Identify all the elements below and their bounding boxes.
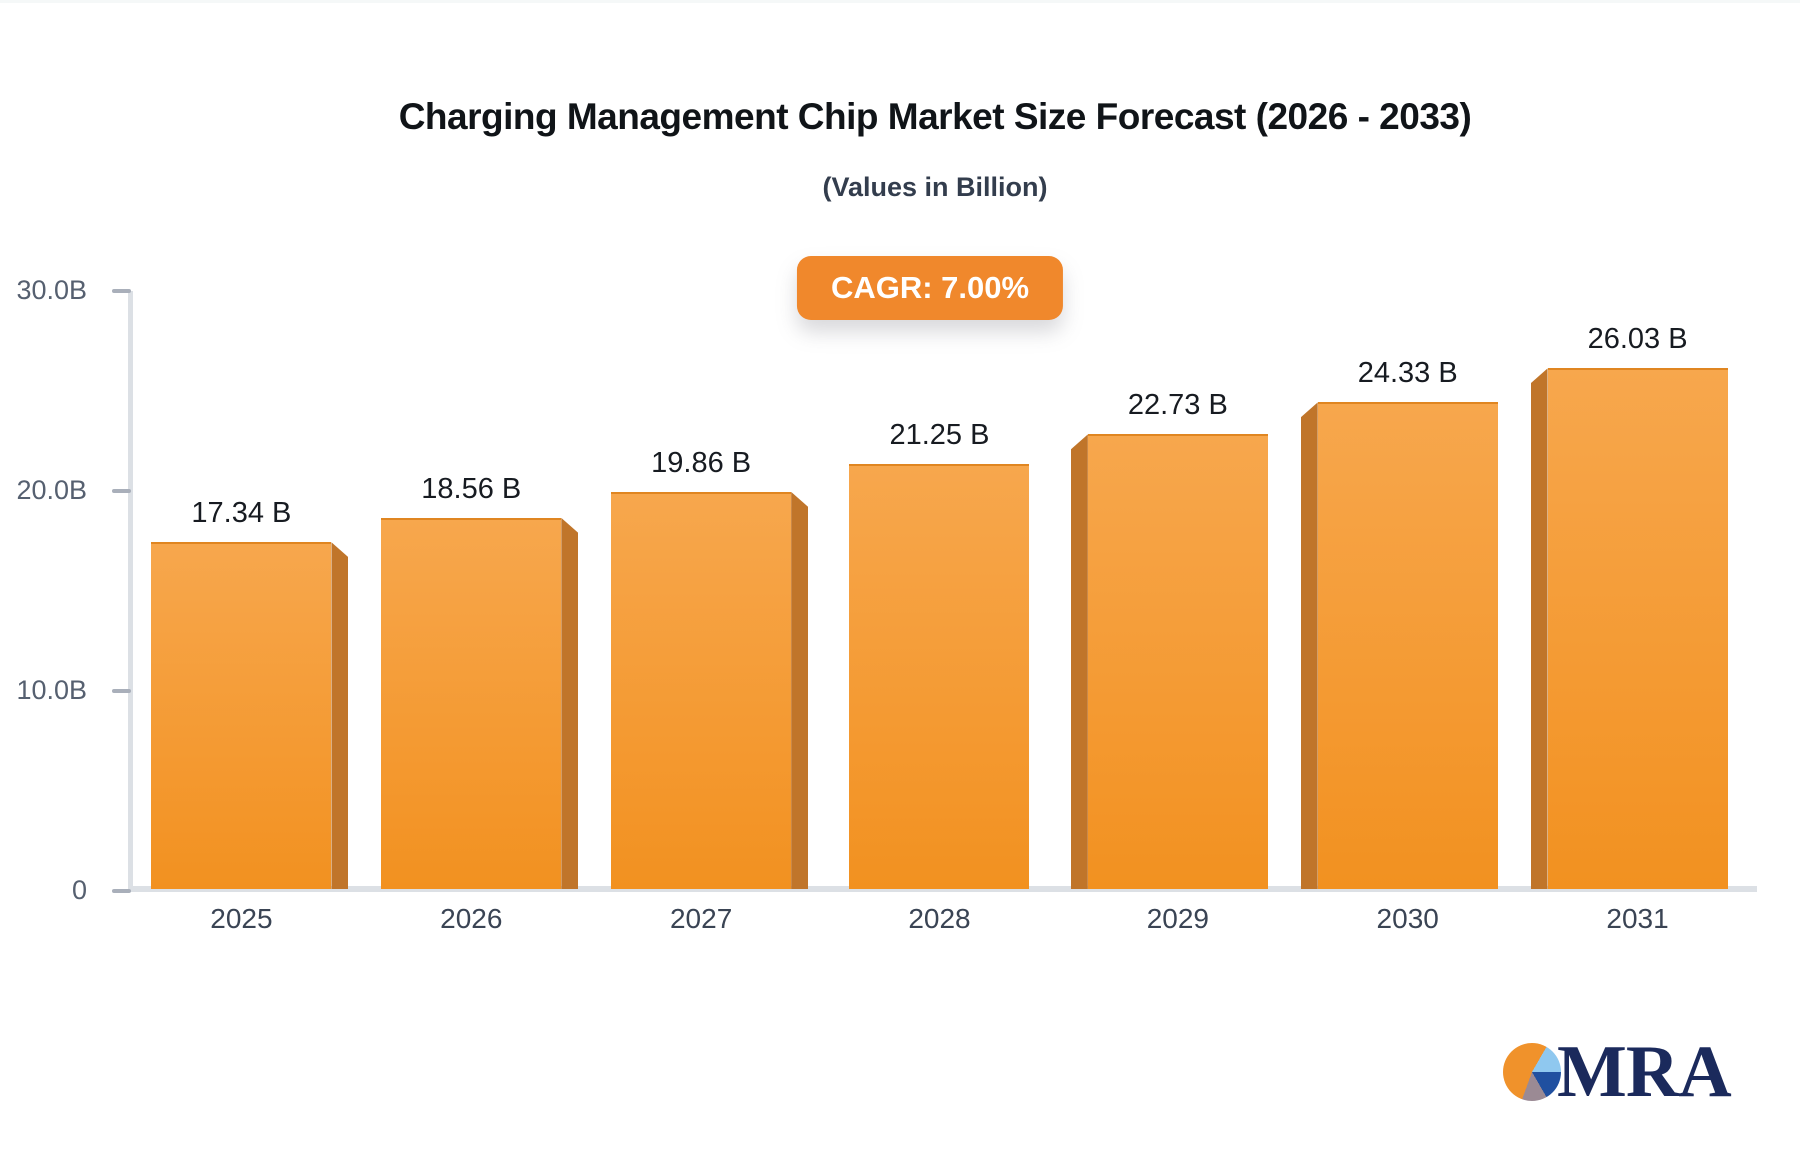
bar-value-label: 22.73 B <box>1127 389 1228 422</box>
bar-value-label: 26.03 B <box>1587 323 1688 356</box>
y-axis-tick-label: 30.0B <box>16 275 87 305</box>
bar-face <box>1317 402 1498 889</box>
bar-side-3d <box>791 491 809 889</box>
y-axis-tick-mark <box>112 889 131 893</box>
y-axis-tick-mark <box>112 689 131 693</box>
bar-value-label: 21.25 B <box>889 419 990 451</box>
bar-side-3d <box>1070 434 1088 889</box>
chart-subtitle: (Values in Billion) <box>822 172 1048 202</box>
x-axis-label: 2027 <box>669 903 733 934</box>
x-axis-label: 2029 <box>1146 903 1209 934</box>
bar-value-label: 19.86 B <box>651 446 752 479</box>
y-axis-tick-mark <box>112 289 131 293</box>
bar-face <box>849 464 1030 889</box>
bar-value-label: 24.33 B <box>1357 357 1458 390</box>
x-axis-label: 2026 <box>440 903 503 934</box>
bar-side-3d <box>1300 402 1318 889</box>
bar-2026 <box>381 517 579 889</box>
bar-value-label: 18.56 B <box>421 472 522 505</box>
y-axis-tick-label: 10.0B <box>16 675 87 705</box>
bar-face <box>1087 434 1268 889</box>
bar-2027 <box>611 491 809 889</box>
bar-side-3d <box>1530 368 1548 889</box>
bar-2031 <box>1530 368 1728 889</box>
bar-2028 <box>849 464 1030 889</box>
x-axis-baseline <box>128 886 1757 892</box>
bar-2030 <box>1300 402 1498 889</box>
x-axis-label: 2031 <box>1606 903 1669 934</box>
y-axis-tick-label: 0 <box>71 875 87 905</box>
bar-face <box>611 491 792 889</box>
x-axis-label: 2030 <box>1376 903 1439 934</box>
pie-chart-logo-icon <box>1503 1043 1561 1101</box>
cagr-badge: CAGR: 7.00% <box>796 256 1064 320</box>
chart-title: Charging Management Chip Market Size For… <box>398 96 1472 137</box>
bar-face <box>381 517 562 889</box>
brand-logo: MRA <box>1503 1031 1732 1113</box>
bar-value-label: 17.34 B <box>191 497 292 530</box>
y-axis-tick-label: 20.0B <box>16 475 87 505</box>
y-axis-line <box>128 291 133 891</box>
top-border-line <box>0 0 1800 3</box>
bar-2025 <box>151 542 349 889</box>
bar-2029 <box>1070 434 1268 889</box>
x-axis-label: 2025 <box>210 903 273 934</box>
bar-side-3d <box>561 517 579 889</box>
brand-logo-text: MRA <box>1557 1031 1732 1113</box>
bar-face <box>151 542 332 889</box>
bar-side-3d <box>331 542 349 889</box>
bar-face <box>1547 368 1728 889</box>
y-axis-tick-mark <box>112 489 131 493</box>
x-axis-label: 2028 <box>908 903 971 934</box>
